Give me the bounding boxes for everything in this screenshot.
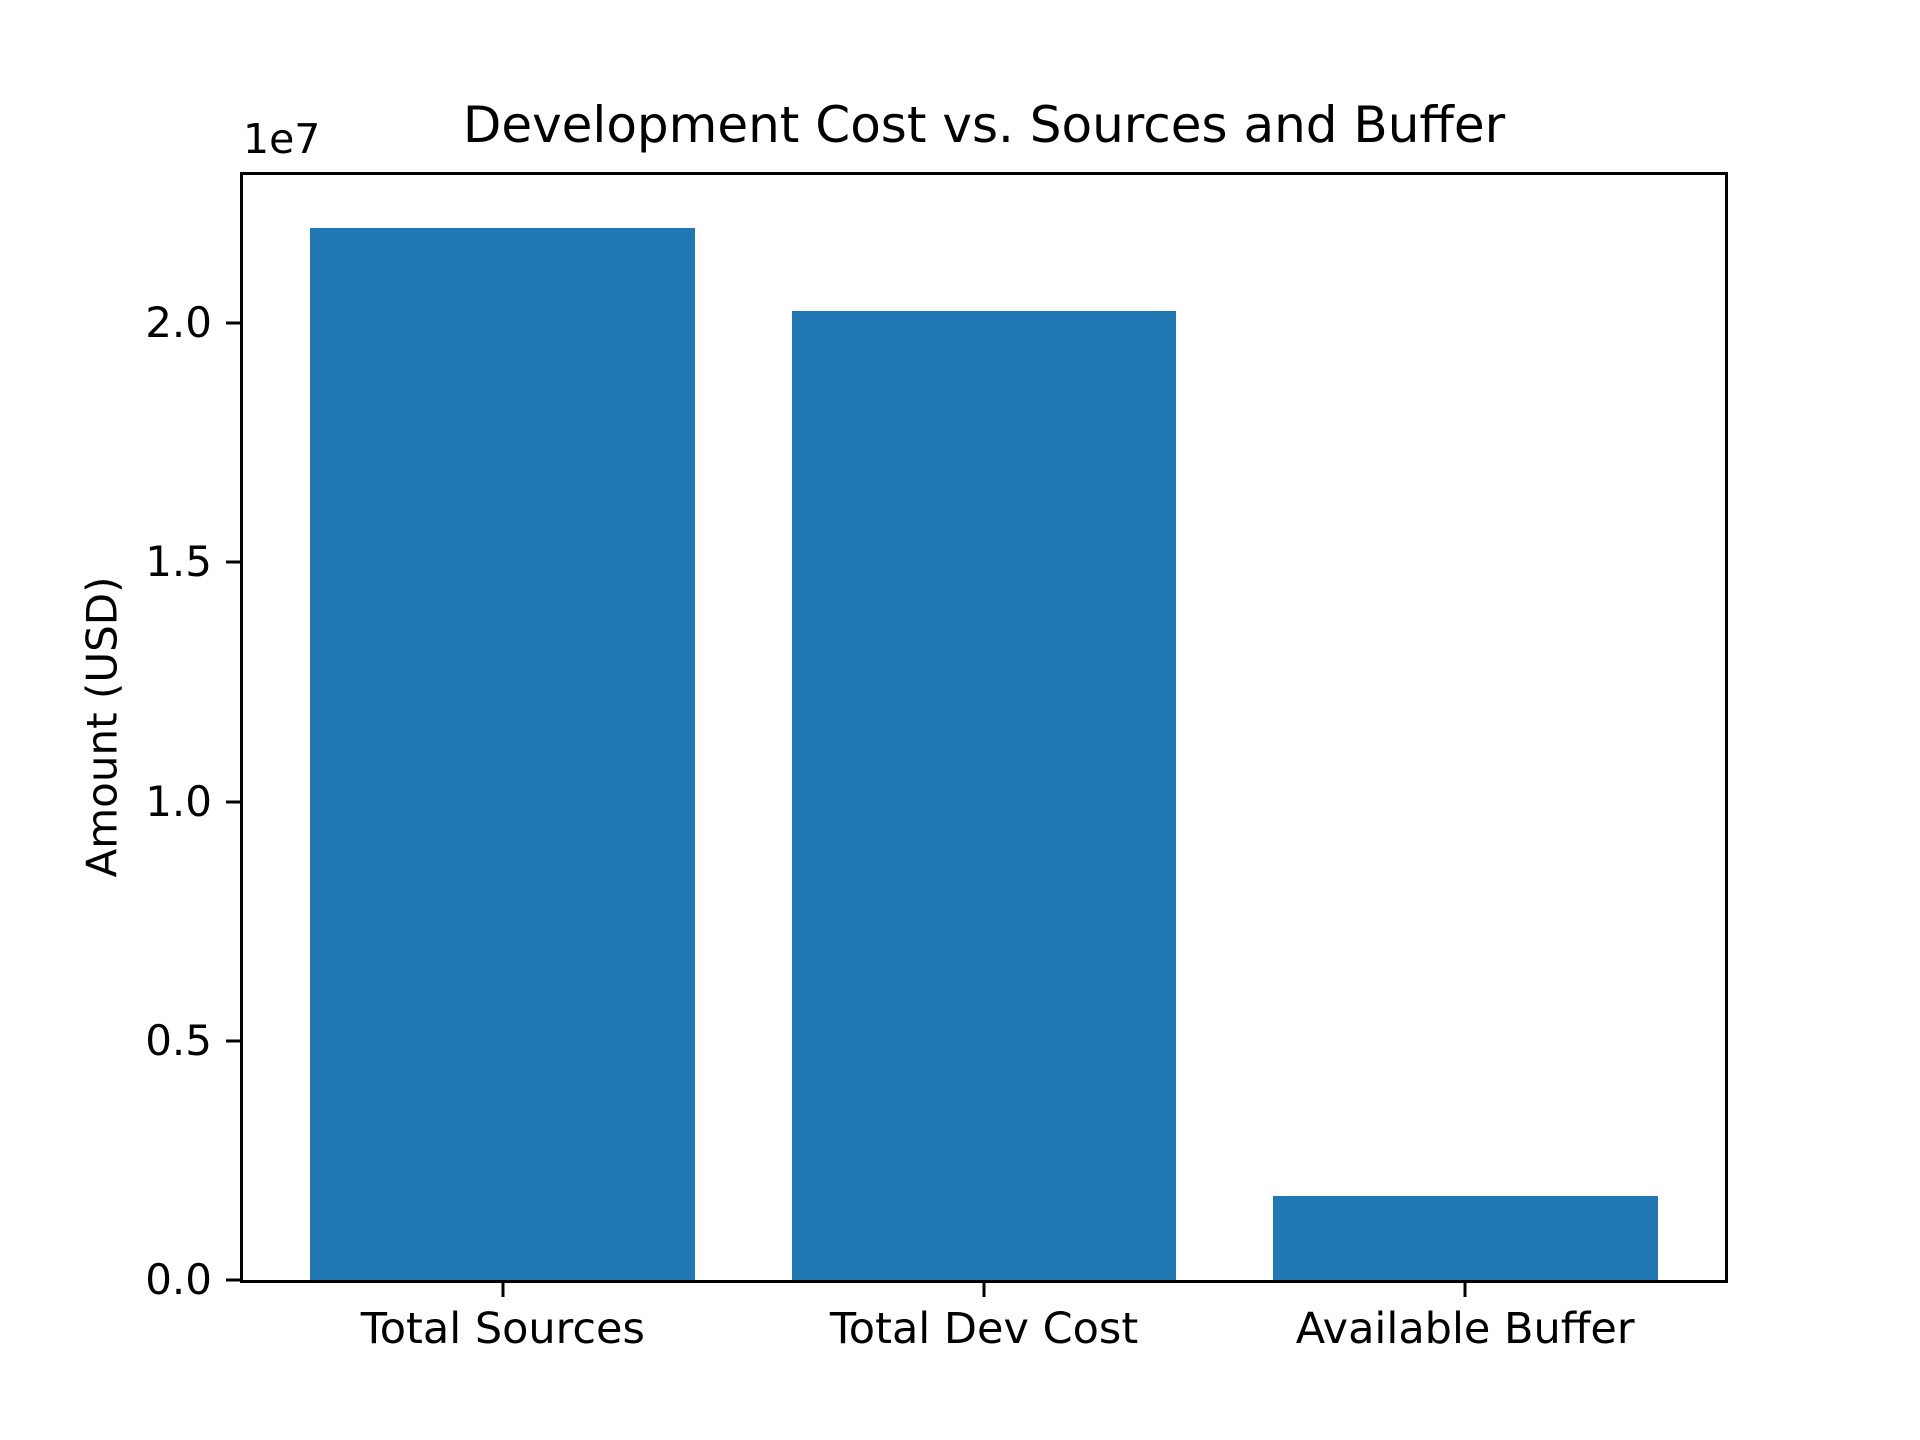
x-tick-mark	[501, 1283, 505, 1297]
y-tick-label-1-0: 1.0	[145, 776, 212, 826]
bar-total-dev-cost	[791, 311, 1177, 1280]
y-tick-mark	[226, 1278, 240, 1282]
bar-available-buffer	[1272, 1196, 1658, 1280]
x-tick-mark	[1463, 1283, 1467, 1297]
y-axis-label: Amount (USD)	[77, 576, 127, 878]
y-tick-label-2-0: 2.0	[145, 298, 212, 348]
x-tick-label-total-dev-cost: Total Dev Cost	[829, 1304, 1139, 1354]
y-tick-mark	[226, 560, 240, 564]
y-tick-label-0-5: 0.5	[145, 1015, 212, 1065]
x-tick-label-available-buffer: Available Buffer	[1295, 1304, 1635, 1354]
x-tick-mark	[982, 1283, 986, 1297]
y-tick-mark	[226, 1039, 240, 1043]
y-tick-label-1-5: 1.5	[145, 537, 212, 587]
y-tick-mark	[226, 321, 240, 325]
y-tick-mark	[226, 800, 240, 804]
chart-title: Development Cost vs. Sources and Buffer	[462, 96, 1506, 154]
bar-total-sources	[310, 227, 696, 1280]
x-tick-label-total-sources: Total Sources	[360, 1304, 645, 1354]
y-axis-offset-label: 1e7	[243, 115, 321, 163]
y-tick-label-0-0: 0.0	[145, 1255, 212, 1304]
plot-area: Total Sources Total Dev Cost Available Buf…	[145, 172, 1728, 1354]
